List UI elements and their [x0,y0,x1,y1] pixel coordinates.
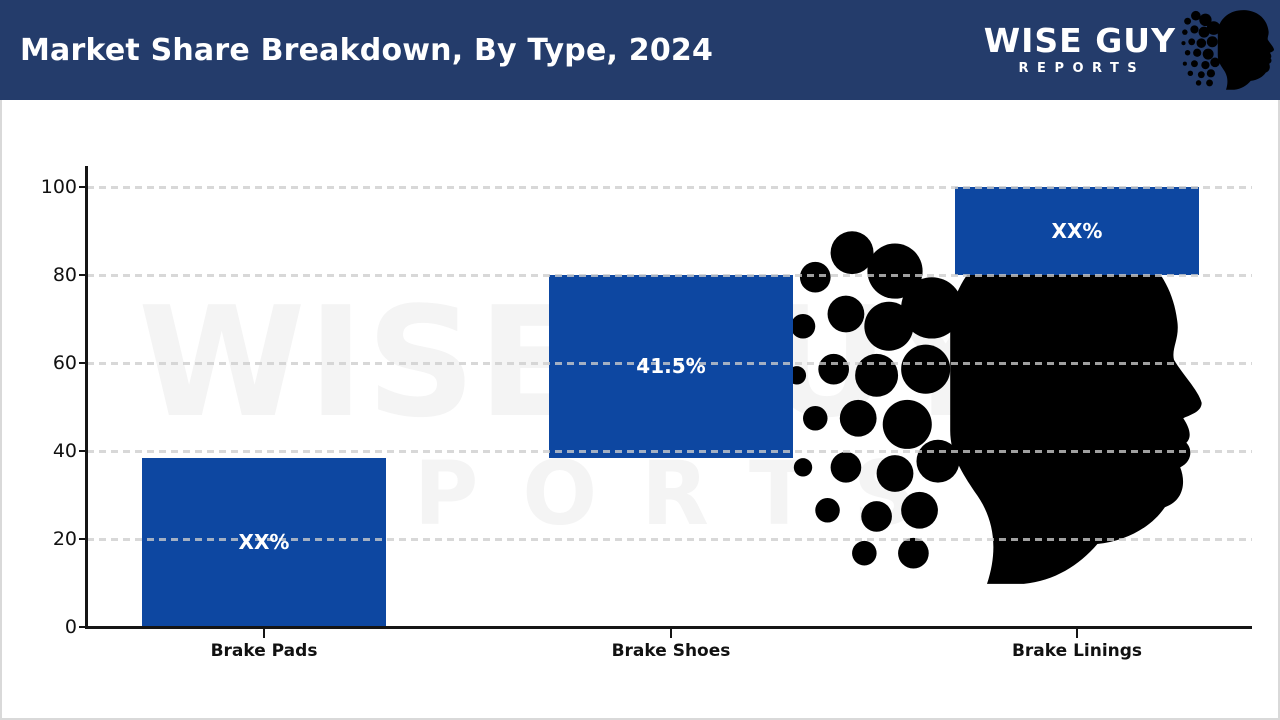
y-tick-label-100: 100 [40,176,77,198]
x-tick-0 [263,629,265,638]
logo-subtext: REPORTS [1018,61,1146,76]
y-tick-100 [79,186,87,188]
y-tick-label-80: 80 [52,264,77,286]
y-tick-80 [79,274,87,276]
y-tick-label-20: 20 [52,528,77,550]
bar-value-label-1: 41.5% [636,354,706,379]
header-bar: Market Share Breakdown, By Type, 2024 WI… [0,0,1280,100]
y-tick-0 [79,626,87,628]
x-axis-line [85,626,1252,629]
gridline-20 [87,538,1252,541]
logo-face-icon [1178,8,1274,92]
gridline-40 [87,450,1252,453]
bar-0 [142,457,386,627]
wise-guy-logo: WISE GUY REPORTS [984,8,1274,92]
gridline-80 [87,274,1252,277]
bar-value-label-2: XX% [1051,219,1103,243]
watermark-face-icon [772,222,1202,590]
y-tick-40 [79,450,87,452]
logo-text: WISE GUY REPORTS [983,21,1176,77]
y-tick-label-60: 60 [52,352,77,374]
x-tick-1 [670,629,672,638]
y-tick-label-0: 0 [64,616,77,638]
bar-value-label-0: XX% [238,530,290,555]
y-tick-20 [79,538,87,540]
y-tick-60 [79,362,87,364]
x-tick-label-2: Brake Linings [1011,641,1143,661]
gridline-60 [87,362,1252,365]
x-tick-2 [1076,629,1078,638]
x-tick-label-1: Brake Shoes [611,641,731,661]
x-tick-label-0: Brake Pads [210,641,318,661]
page-title: Market Share Breakdown, By Type, 2024 [20,32,714,68]
gridline-100 [87,186,1252,189]
y-axis-line [85,166,88,629]
bar-1 [549,275,793,458]
y-tick-label-40: 40 [52,440,77,462]
logo-wordmark: WISE GUY [983,21,1176,60]
